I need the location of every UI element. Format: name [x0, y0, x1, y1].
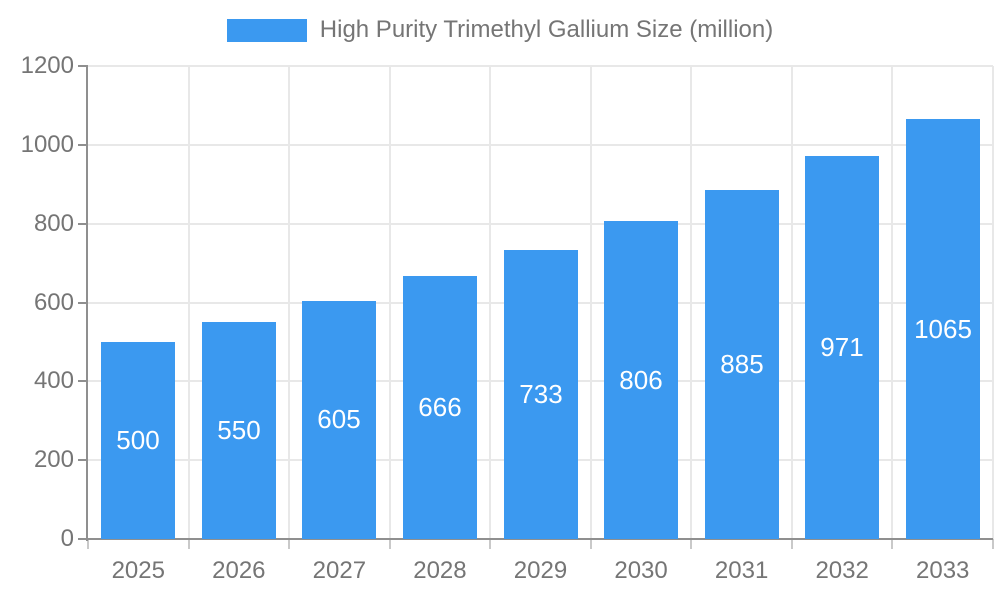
legend-swatch-icon	[226, 18, 307, 42]
bar-value-label: 666	[418, 392, 462, 423]
y-axis-tick	[78, 538, 88, 540]
bar-2032[interactable]: 971	[805, 156, 879, 539]
y-tick-label: 600	[33, 288, 74, 316]
y-tick-label: 200	[33, 446, 74, 474]
legend-label: High Purity Trimethyl Gallium Size (mill…	[319, 16, 774, 43]
x-axis-tick	[790, 539, 793, 549]
y-tick-label: 800	[33, 209, 74, 237]
bar-2033[interactable]: 1065	[906, 119, 980, 539]
bar-2031[interactable]: 885	[705, 190, 779, 539]
x-axis-tick	[87, 539, 89, 549]
x-tick-label: 2025	[111, 557, 165, 584]
y-tick-label: 1200	[20, 52, 74, 79]
v-gridline	[489, 66, 492, 539]
bar-value-label: 605	[317, 404, 361, 435]
v-gridline	[790, 66, 793, 539]
bar-2030[interactable]: 806	[604, 221, 678, 539]
bar-value-label: 885	[720, 349, 764, 380]
x-axis-tick	[388, 539, 391, 549]
y-axis-tick	[78, 380, 88, 383]
bar-2026[interactable]: 550	[202, 322, 276, 539]
x-axis-tick	[891, 539, 894, 549]
bar-value-label: 1065	[914, 313, 972, 344]
legend[interactable]: High Purity Trimethyl Gallium Size (mill…	[0, 16, 1000, 44]
h-gridline	[88, 143, 993, 146]
v-gridline	[690, 66, 693, 539]
x-tick-label: 2026	[212, 557, 266, 584]
x-tick-label: 2029	[513, 557, 568, 584]
x-tick-label: 2027	[312, 557, 367, 584]
y-axis-line	[86, 66, 88, 541]
bar-2025[interactable]: 500	[101, 341, 175, 539]
v-gridline	[187, 66, 190, 539]
y-tick-label: 1000	[20, 130, 74, 158]
bar-value-label: 806	[619, 364, 663, 395]
y-axis-tick	[78, 301, 88, 304]
x-axis-tick	[589, 539, 592, 549]
x-axis-tick	[992, 539, 994, 549]
x-tick-label: 2030	[614, 557, 668, 584]
v-gridline	[288, 66, 291, 539]
bar-2027[interactable]: 605	[302, 300, 376, 539]
bar-value-label: 733	[519, 379, 563, 410]
x-axis-tick	[187, 539, 190, 549]
x-tick-label: 2031	[714, 557, 769, 584]
x-axis-tick	[288, 539, 291, 549]
y-axis-tick	[78, 459, 88, 462]
h-gridline	[88, 222, 993, 225]
bar-value-label: 550	[217, 415, 261, 446]
v-gridline	[992, 66, 994, 539]
x-axis-tick	[489, 539, 492, 549]
v-gridline	[891, 66, 894, 539]
x-axis-tick	[690, 539, 693, 549]
x-tick-label: 2028	[413, 557, 467, 584]
x-tick-label: 2033	[916, 557, 970, 584]
x-axis-line	[86, 538, 993, 540]
x-tick-label: 2032	[815, 557, 869, 584]
y-axis-tick	[78, 222, 88, 225]
v-gridline	[589, 66, 592, 539]
y-tick-label: 400	[33, 367, 74, 395]
h-gridline	[88, 65, 993, 67]
y-axis-tick	[78, 65, 88, 67]
y-tick-label: 0	[60, 525, 74, 552]
bar-value-label: 971	[820, 332, 864, 363]
y-axis-tick	[78, 143, 88, 146]
bar-value-label: 500	[116, 424, 160, 455]
bar-2029[interactable]: 733	[504, 250, 578, 539]
bar-2028[interactable]: 666	[403, 276, 477, 539]
v-gridline	[388, 66, 391, 539]
